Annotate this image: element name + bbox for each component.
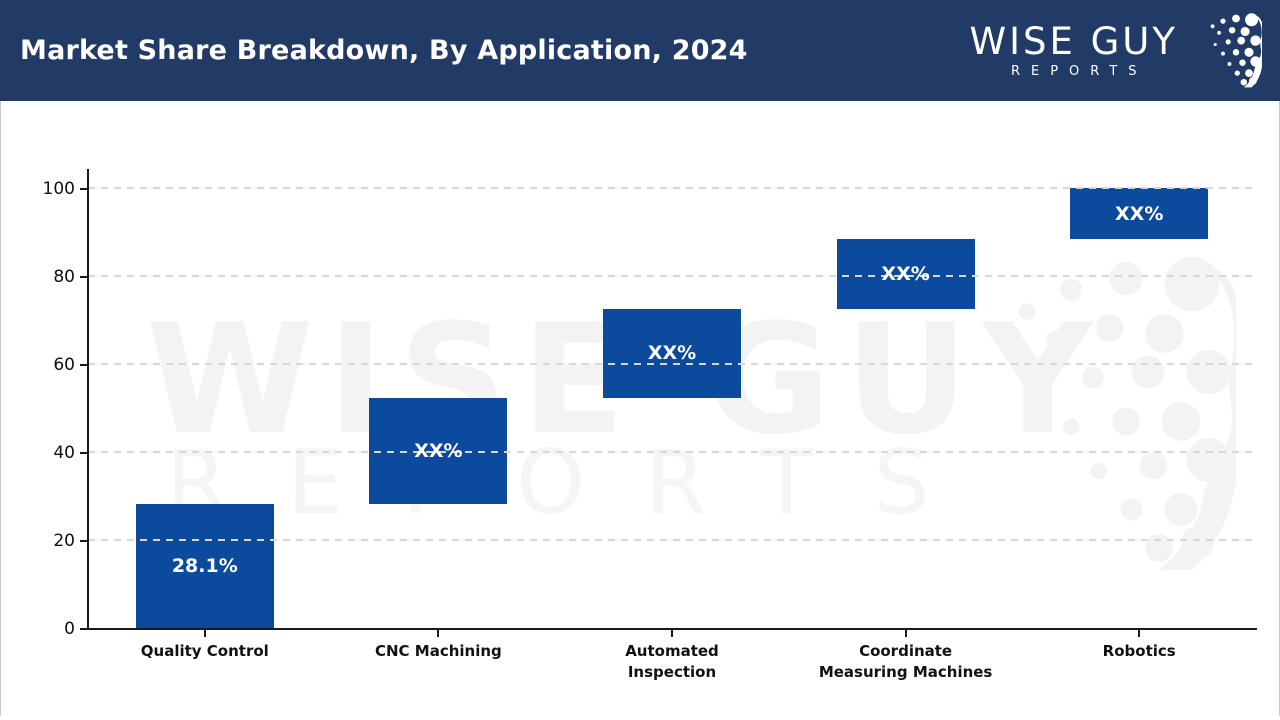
x-tick-label: Robotics xyxy=(1102,642,1176,660)
plot-area: 28.1% XX% XX% XX% XX% xyxy=(88,187,1256,628)
header: Market Share Breakdown, By Application, … xyxy=(0,0,1280,101)
bar-value-label: XX% xyxy=(414,440,463,463)
x-axis-tick xyxy=(904,630,907,637)
logo-wordmark: WISE GUY xyxy=(969,19,1178,63)
y-axis-line xyxy=(87,169,89,630)
x-axis-tick xyxy=(437,630,440,637)
y-axis-tick xyxy=(80,540,88,542)
gridline-y80 xyxy=(88,275,1256,277)
bar-value-label: XX% xyxy=(647,342,697,365)
bar-5 xyxy=(1070,188,1209,240)
bar-value-label: XX% xyxy=(881,263,930,286)
y-tick-label: 80 xyxy=(53,267,75,287)
y-tick-label: 40 xyxy=(53,443,75,463)
logo-face-icon xyxy=(1210,12,1262,87)
wiseguy-logo: WISE GUY REPORTS xyxy=(970,11,1262,91)
gridline-y40 xyxy=(88,451,1256,453)
y-axis-tick xyxy=(80,276,88,278)
gridline-y20 xyxy=(88,539,1256,541)
x-axis-line xyxy=(87,628,1257,630)
x-axis-tick xyxy=(671,630,673,637)
y-axis-tick xyxy=(80,628,88,630)
gridline-y100 xyxy=(88,187,1256,189)
x-tick-label: Coordinate Measuring Machines xyxy=(818,642,993,681)
y-tick-label: 20 xyxy=(53,531,75,551)
chart-area: WISE GUY REPORTS 28.1% XX% XX% XX% XX% 0 20 40… xyxy=(1,101,1279,716)
y-axis-tick xyxy=(80,452,88,454)
bar-value-label: XX% xyxy=(1115,202,1164,225)
y-tick-label: 60 xyxy=(53,355,75,375)
y-axis-tick xyxy=(80,188,88,190)
x-axis-tick xyxy=(203,630,206,637)
watermark-subtext: REPORTS xyxy=(166,431,990,534)
bar-3 xyxy=(603,309,741,398)
y-axis-tick xyxy=(80,364,88,366)
bar-4 xyxy=(836,239,975,309)
y-tick-label: 0 xyxy=(64,619,75,639)
watermark-face-icon xyxy=(1018,256,1236,570)
bar-1 xyxy=(135,504,274,628)
x-axis-tick xyxy=(1138,630,1141,637)
x-tick-label: Quality Control xyxy=(140,642,269,660)
x-tick-label: CNC Machining xyxy=(374,642,502,660)
y-tick-label: 100 xyxy=(42,179,75,199)
gridline-y60 xyxy=(88,363,1256,365)
logo-subtext: REPORTS xyxy=(1010,63,1148,79)
bar-value-label: 28.1% xyxy=(171,555,238,578)
x-tick-label: Automated Inspection xyxy=(625,642,719,681)
page-title: Market Share Breakdown, By Application, … xyxy=(20,35,748,66)
